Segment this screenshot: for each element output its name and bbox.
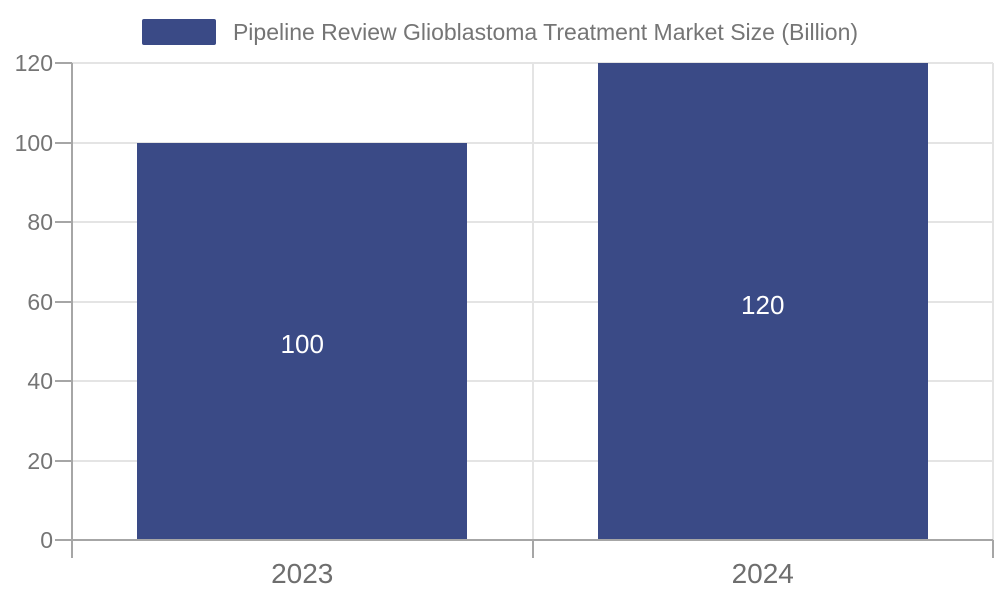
y-tick (55, 62, 72, 64)
legend-label: Pipeline Review Glioblastoma Treatment M… (232, 18, 859, 45)
y-tick-label: 0 (40, 527, 53, 553)
y-tick (55, 539, 72, 541)
y-tick (55, 141, 72, 144)
x-tick (531, 540, 534, 558)
y-tick-label: 20 (27, 447, 53, 474)
y-tick-label: 120 (14, 50, 53, 76)
y-axis-line (71, 63, 73, 540)
y-tick-label: 100 (14, 129, 53, 156)
bar-value-label: 120 (741, 289, 785, 320)
y-tick (55, 459, 72, 462)
y-tick (55, 380, 72, 382)
x-axis-line (55, 539, 993, 541)
x-axis-label: 2023 (271, 558, 334, 589)
y-tick-label: 60 (27, 288, 53, 315)
legend-swatch (141, 19, 216, 45)
y-tick-label: 80 (27, 209, 53, 235)
x-tick (71, 540, 73, 558)
bar-2024[interactable] (597, 63, 928, 540)
legend-item[interactable]: Pipeline Review Glioblastoma Treatment M… (0, 12, 1000, 52)
x-axis-label: 2024 (731, 558, 794, 589)
x-splitline (992, 63, 994, 540)
y-tick (55, 221, 72, 223)
y-tick (55, 300, 72, 303)
bar-2023[interactable] (137, 142, 468, 540)
bar-value-label: 100 (280, 329, 324, 360)
x-splitline (531, 63, 534, 540)
y-tick-label: 40 (27, 368, 53, 394)
x-tick (992, 540, 994, 558)
